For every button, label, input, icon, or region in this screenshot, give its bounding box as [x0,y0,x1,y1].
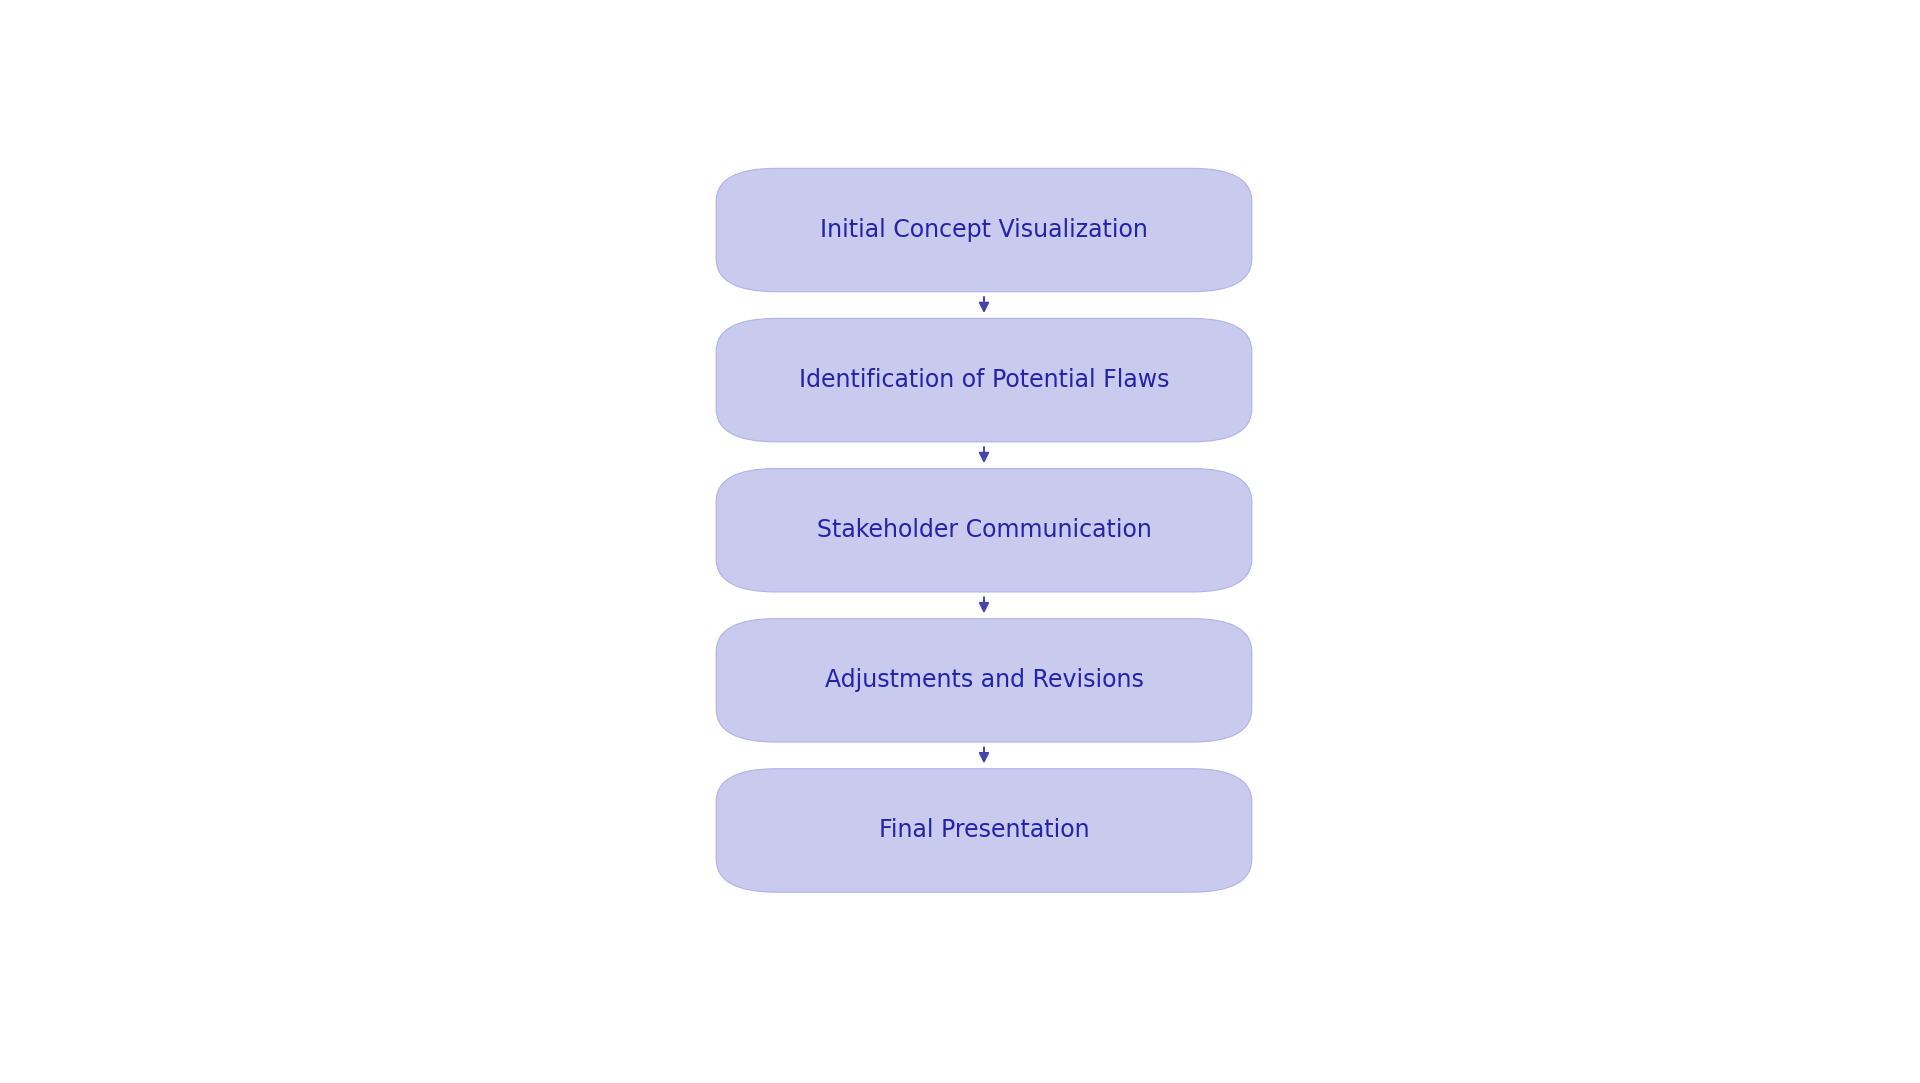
Text: Initial Concept Visualization: Initial Concept Visualization [820,218,1148,242]
Text: Stakeholder Communication: Stakeholder Communication [816,519,1152,543]
FancyBboxPatch shape [716,618,1252,742]
Text: Final Presentation: Final Presentation [879,819,1089,843]
FancyBboxPatch shape [716,469,1252,592]
FancyBboxPatch shape [716,769,1252,892]
FancyBboxPatch shape [716,318,1252,442]
Text: Adjustments and Revisions: Adjustments and Revisions [824,668,1144,692]
Text: Identification of Potential Flaws: Identification of Potential Flaws [799,368,1169,392]
FancyBboxPatch shape [716,168,1252,291]
